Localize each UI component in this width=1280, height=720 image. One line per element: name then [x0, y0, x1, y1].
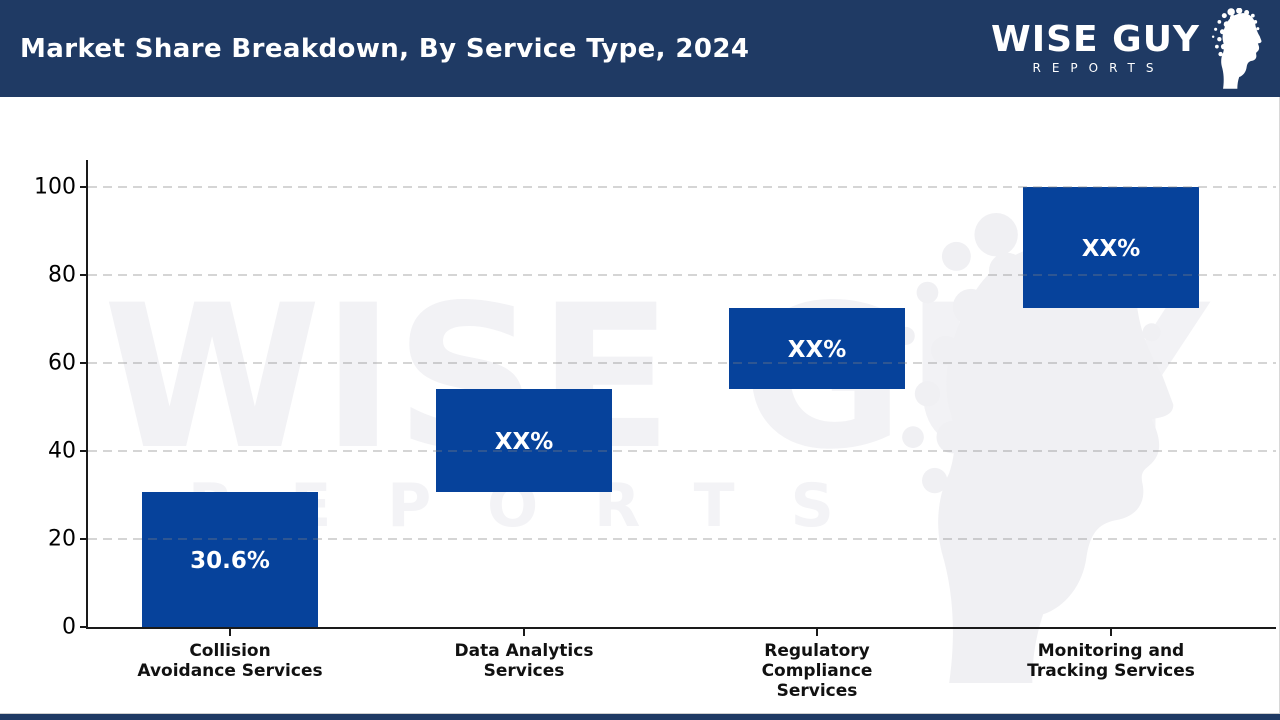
- footer-bar: [0, 714, 1280, 720]
- gridline: [88, 274, 1276, 276]
- chart-canvas: WISE GUY REPORTS 0 20 40 60 80 100 30.6% XX% XX%…: [0, 97, 1280, 713]
- x-axis-label: Monitoring and Tracking Services: [1027, 641, 1195, 681]
- y-tick-label: 20: [48, 526, 76, 552]
- y-tick-label: 60: [48, 350, 76, 376]
- x-axis-label: Regulatory Compliance Services: [761, 641, 873, 701]
- logo-text: WISE GUY REPORTS: [990, 19, 1200, 76]
- y-tick-label: 100: [34, 174, 76, 200]
- y-tick: [80, 274, 88, 276]
- y-tick: [80, 538, 88, 540]
- gridline: [88, 186, 1276, 188]
- gridline: [88, 538, 1276, 540]
- x-axis-label: Collision Avoidance Services: [137, 641, 323, 681]
- x-tick: [816, 629, 818, 636]
- y-tick-label: 40: [48, 438, 76, 464]
- y-tick-label: 80: [48, 262, 76, 288]
- bar: [142, 492, 318, 627]
- x-tick: [229, 629, 231, 636]
- y-axis: [86, 160, 88, 629]
- y-tick: [80, 362, 88, 364]
- y-tick: [80, 626, 88, 628]
- gridline: [88, 362, 1276, 364]
- bar: [1023, 187, 1199, 308]
- wise-guy-logo: WISE GUY REPORTS: [991, 8, 1264, 89]
- x-axis-label: Data Analytics Services: [454, 641, 594, 681]
- bar: [729, 308, 905, 390]
- bar: [436, 389, 612, 493]
- bar-value-label: XX%: [494, 428, 554, 455]
- page-title: Market Share Breakdown, By Service Type,…: [20, 33, 750, 64]
- footer-divider: [0, 713, 1280, 714]
- x-tick: [523, 629, 525, 636]
- x-axis: [86, 627, 1276, 629]
- x-tick: [1110, 629, 1112, 636]
- header-bar: Market Share Breakdown, By Service Type,…: [0, 0, 1280, 97]
- y-tick: [80, 186, 88, 188]
- gridline: [88, 450, 1276, 452]
- logo-head-icon: [1211, 8, 1262, 89]
- bar-value-label: XX%: [787, 336, 847, 363]
- logo-subtitle: REPORTS: [1032, 61, 1165, 75]
- bar-value-label: 30.6%: [190, 547, 270, 574]
- logo-wordmark: WISE GUY: [990, 19, 1200, 60]
- y-tick: [80, 450, 88, 452]
- y-tick-label: 0: [62, 614, 76, 640]
- bar-value-label: XX%: [1081, 235, 1141, 262]
